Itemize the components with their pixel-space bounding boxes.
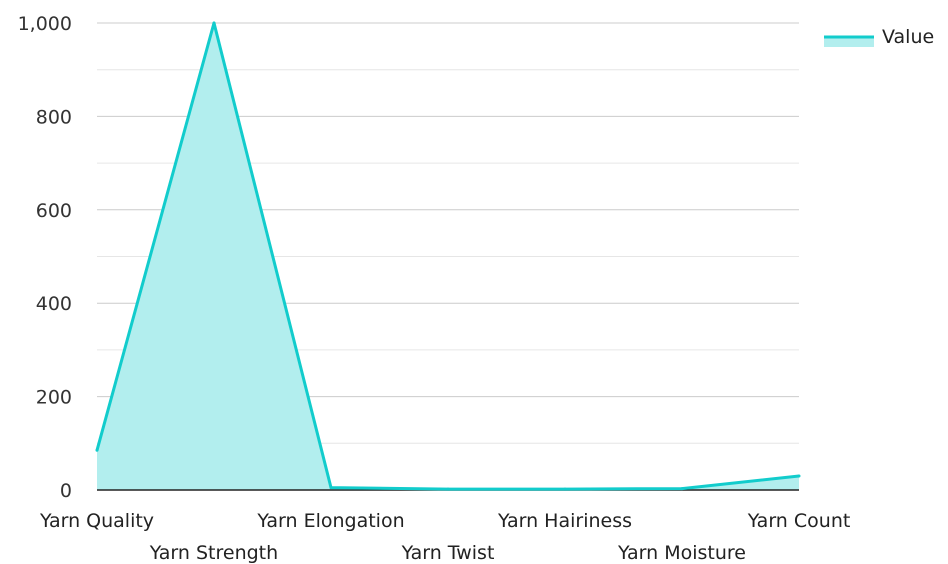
y-tick-label: 800 — [36, 106, 72, 128]
data-point — [680, 487, 684, 491]
x-tick-label: Yarn Strength — [149, 542, 278, 564]
y-tick-label: 200 — [36, 387, 72, 409]
x-tick-label: Yarn Elongation — [256, 510, 404, 532]
y-tick-label: 0 — [60, 480, 72, 502]
data-point — [563, 487, 567, 491]
x-tick-label: Yarn Hairiness — [497, 510, 632, 532]
x-tick-label: Yarn Count — [747, 510, 851, 532]
data-point — [95, 448, 99, 452]
data-point — [212, 21, 216, 25]
x-tick-label: Yarn Quality — [39, 510, 154, 532]
legend-swatch-fill — [824, 37, 874, 47]
data-point — [446, 487, 450, 491]
series-area-fill — [97, 23, 799, 490]
y-tick-label: 400 — [36, 293, 72, 315]
y-tick-label: 1,000 — [18, 13, 72, 35]
x-tick-label: Yarn Twist — [401, 542, 495, 564]
data-point — [797, 474, 801, 478]
data-point — [329, 486, 333, 490]
y-tick-label: 600 — [36, 200, 72, 222]
x-tick-label: Yarn Moisture — [617, 542, 746, 564]
legend-label: Value — [882, 26, 934, 48]
